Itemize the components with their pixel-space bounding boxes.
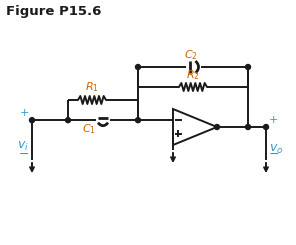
Circle shape [263, 124, 268, 130]
Text: −: − [269, 147, 279, 160]
Text: +: + [269, 115, 278, 125]
Text: $v_i$: $v_i$ [17, 140, 29, 153]
Text: $C_1$: $C_1$ [82, 122, 96, 136]
Text: Figure P15.6: Figure P15.6 [6, 5, 101, 18]
Text: $R_2$: $R_2$ [186, 68, 200, 82]
Text: $v_o$: $v_o$ [269, 143, 283, 156]
Circle shape [215, 124, 220, 130]
Circle shape [30, 118, 35, 123]
Circle shape [136, 118, 141, 123]
Text: $R_1$: $R_1$ [85, 80, 99, 94]
Circle shape [136, 64, 141, 70]
Circle shape [245, 64, 250, 70]
Text: +: + [20, 108, 29, 118]
Circle shape [65, 118, 70, 123]
Circle shape [245, 124, 250, 130]
Text: $C_2$: $C_2$ [184, 48, 198, 62]
Text: −: − [18, 147, 29, 160]
